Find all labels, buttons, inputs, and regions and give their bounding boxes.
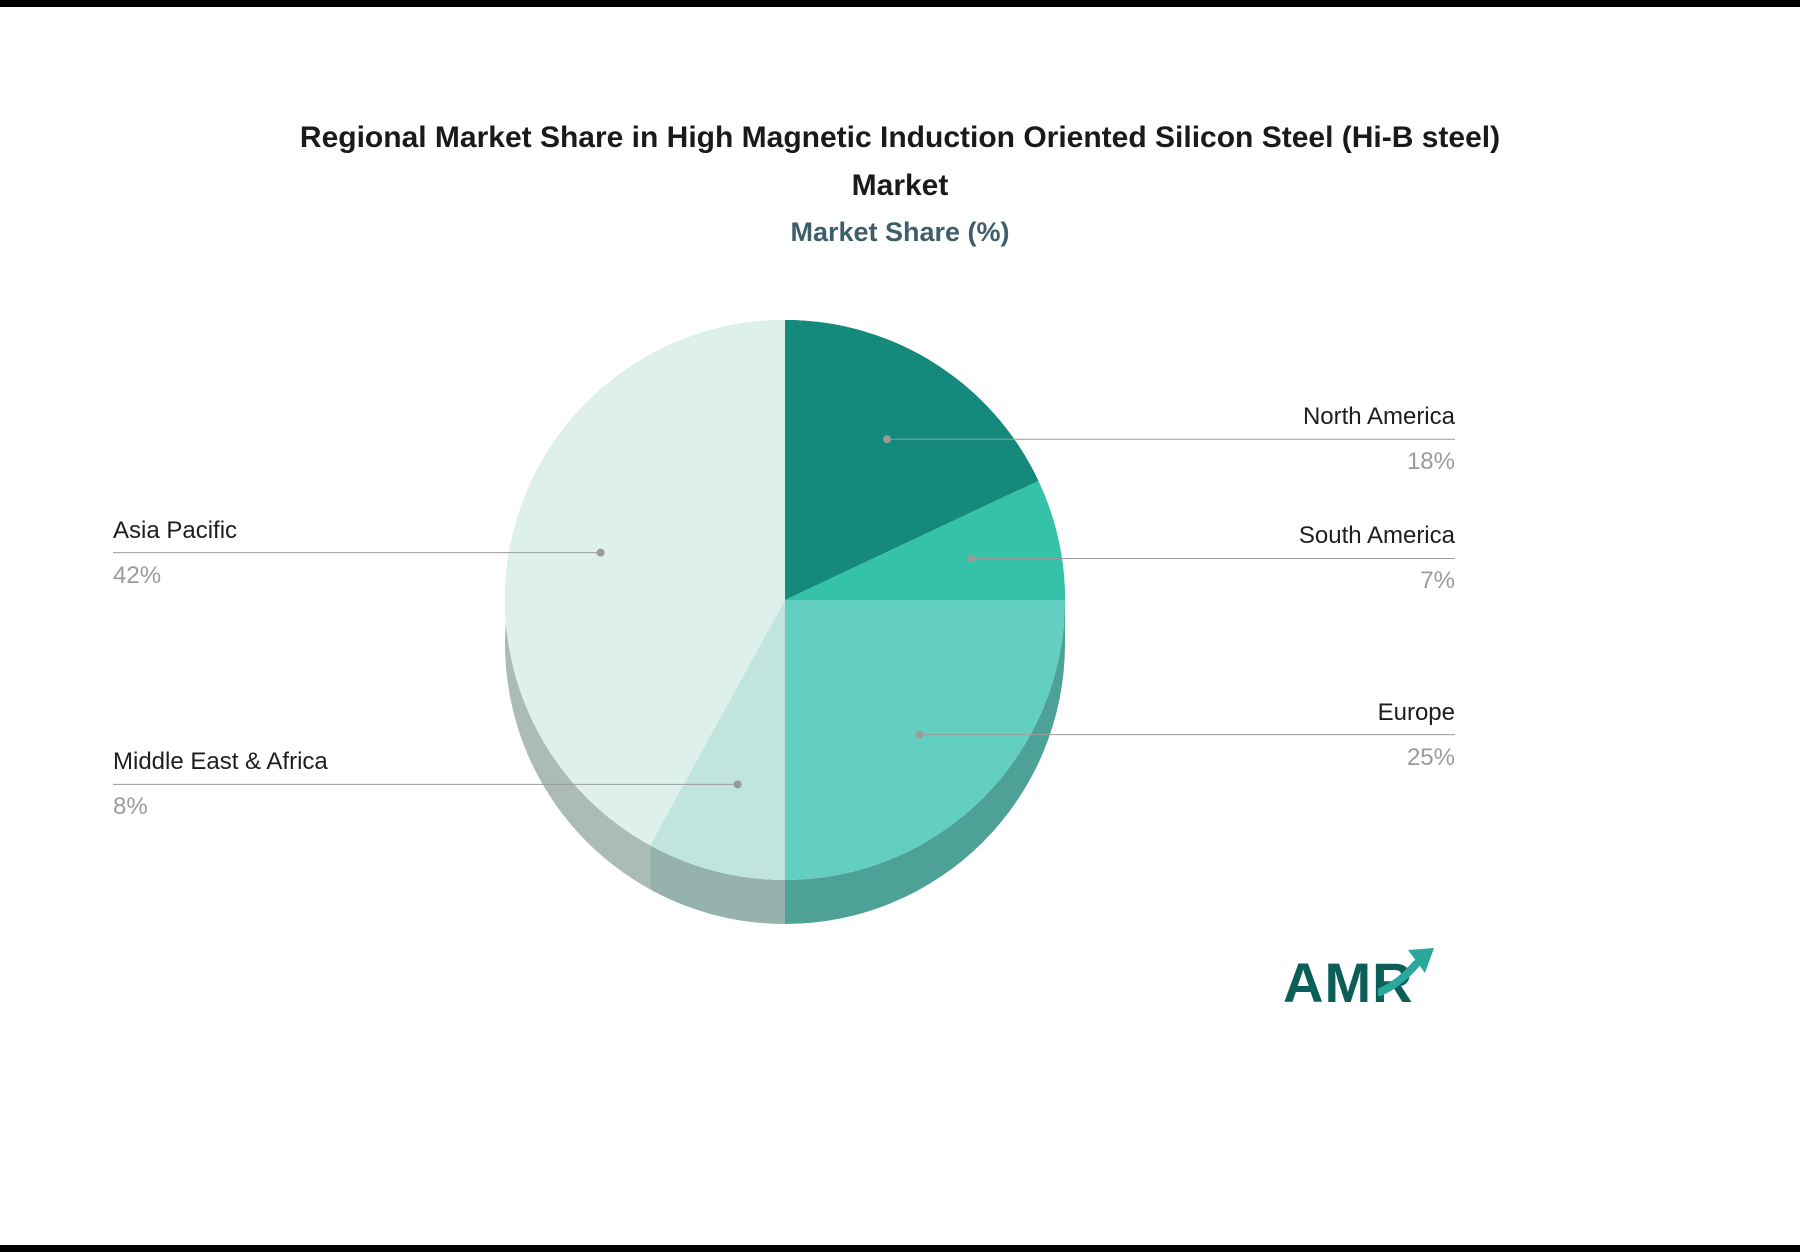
label-north-america-value: 18% — [1406, 448, 1455, 476]
leader-dot-middle-east-africa — [733, 780, 742, 789]
label-asia-pacific-value: 42% — [113, 561, 162, 589]
label-south-america-value: 7% — [1420, 567, 1455, 595]
pie-slice-depth-asia-pacific — [504, 320, 785, 890]
pie-slice-middle-east-africa — [650, 600, 785, 880]
leader-dot-europe — [915, 730, 924, 739]
leader-dot-south-america — [966, 554, 975, 563]
leader-dot-asia-pacific — [596, 548, 605, 557]
amr-logo: AMR — [1283, 948, 1434, 1015]
leader-dot-north-america — [883, 435, 892, 444]
pie-slice-depth-north-america — [785, 320, 1039, 525]
chart-title: Regional Market Share in High Magnetic I… — [0, 114, 1800, 210]
label-europe-value: 25% — [1406, 743, 1455, 771]
label-south-america-name: South America — [1298, 522, 1455, 550]
label-middle-east-africa-name: Middle East & Africa — [113, 748, 328, 776]
amr-logo-arrow-icon — [1377, 948, 1434, 996]
label-south-america: South America 7% — [1299, 522, 1455, 594]
pie-slice-depth-europe — [785, 600, 1065, 924]
label-north-america-name: North America — [1302, 403, 1455, 431]
label-asia-pacific-name: Asia Pacific — [113, 516, 238, 544]
pie-slice-south-america — [785, 480, 1065, 600]
pie-slice-europe — [785, 600, 1065, 880]
label-europe-name: Europe — [1377, 698, 1455, 726]
pie-slice-north-america — [785, 320, 1039, 600]
label-middle-east-africa: Middle East & Africa 8% — [113, 748, 328, 820]
bottom-edge — [0, 1245, 1800, 1252]
chart-header: Regional Market Share in High Magnetic I… — [0, 114, 1800, 250]
pie-slice-depth-middle-east-africa — [650, 845, 785, 924]
label-europe: Europe 25% — [1378, 699, 1455, 771]
pie-slice-asia-pacific — [505, 320, 785, 846]
label-north-america: North America 18% — [1303, 403, 1455, 475]
chart-title-line2: Market — [851, 169, 949, 202]
pie-slice-depth-south-america — [1038, 480, 1065, 644]
label-middle-east-africa-value: 8% — [113, 793, 148, 821]
chart-title-line1: Regional Market Share in High Magnetic I… — [299, 121, 1501, 154]
chart-subtitle: Market Share (%) — [790, 217, 1010, 247]
top-edge — [0, 0, 1800, 7]
label-asia-pacific: Asia Pacific 42% — [113, 517, 237, 589]
